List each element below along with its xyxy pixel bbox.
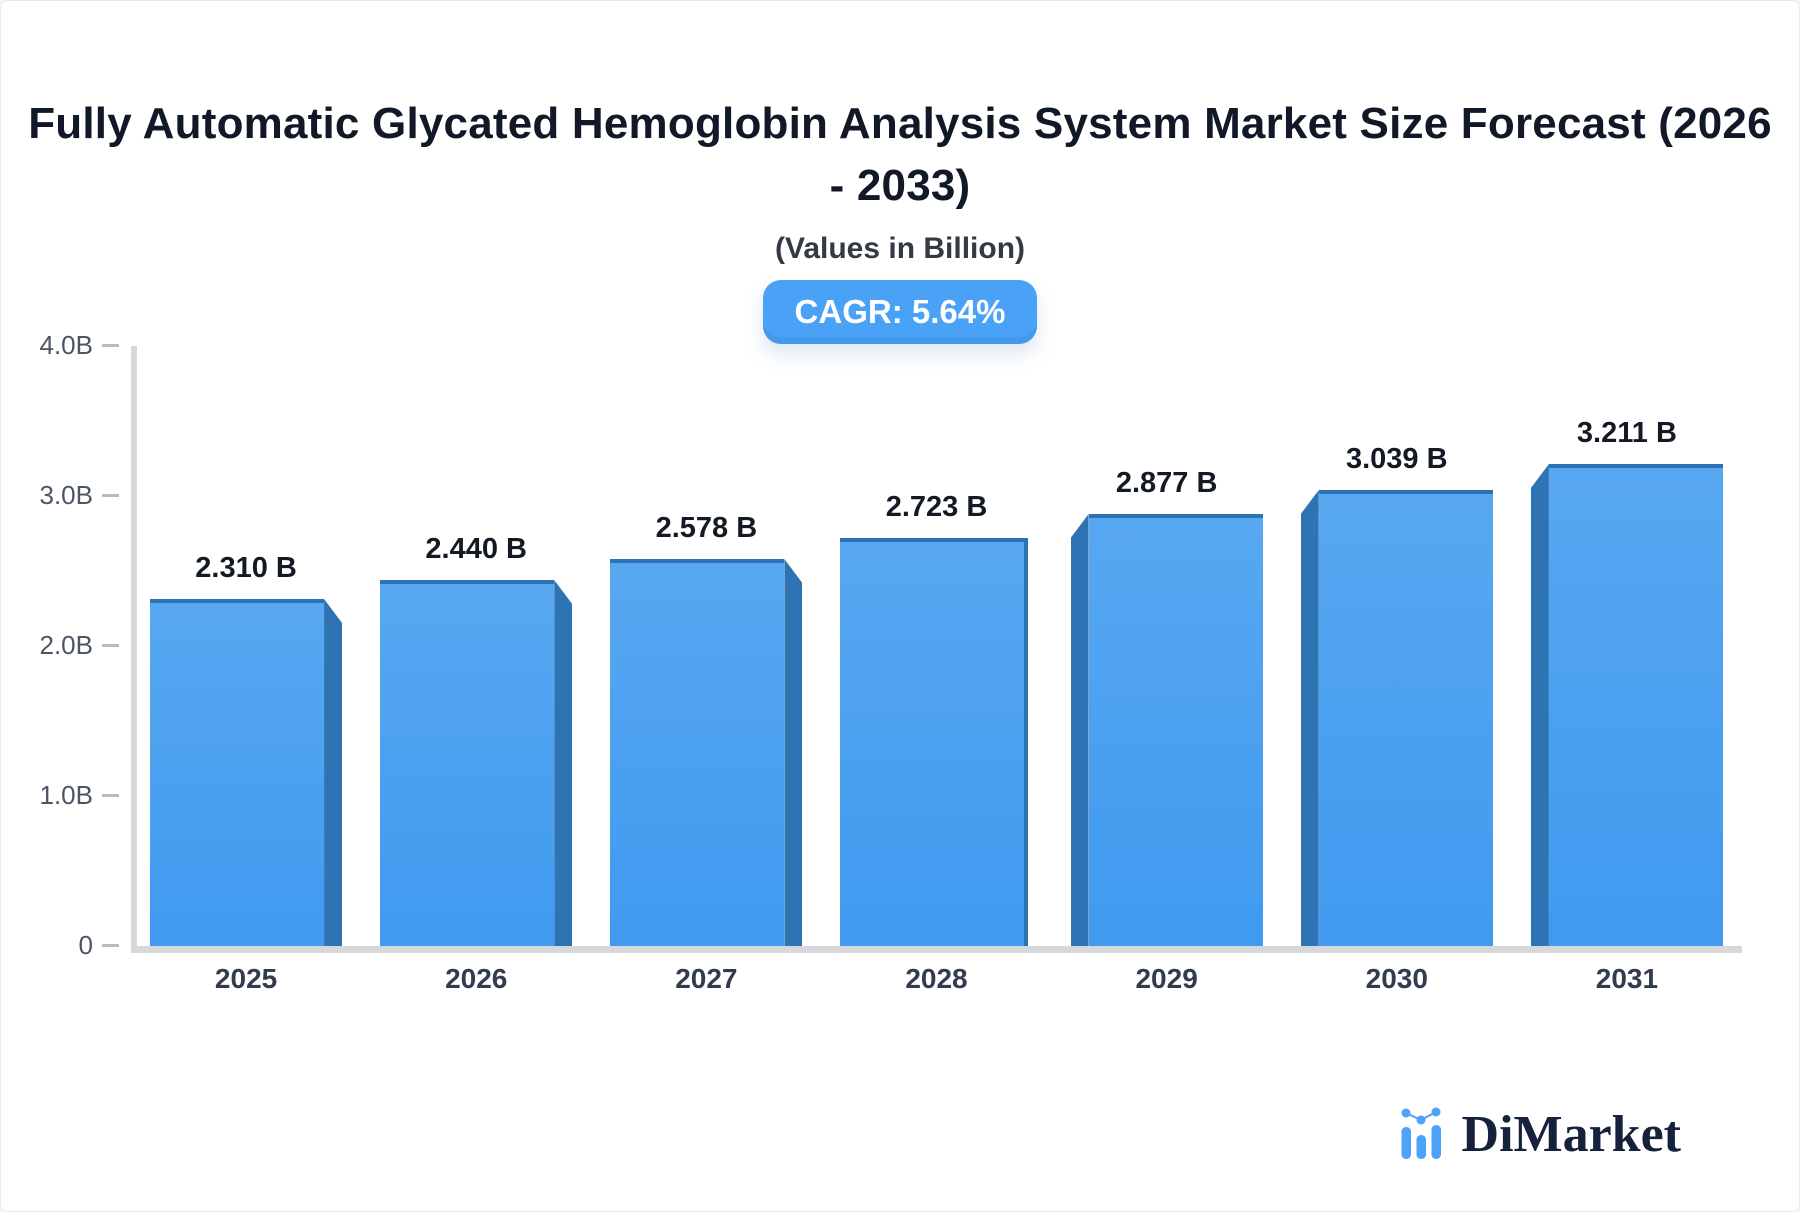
- chart-title: Fully Automatic Glycated Hemoglobin Anal…: [1, 93, 1799, 218]
- bar-3d-side: [554, 580, 573, 946]
- x-axis-label-2026: 2026: [445, 963, 508, 994]
- bar-value-label: 3.039 B: [1345, 443, 1448, 475]
- x-axis-label-2027: 2027: [675, 963, 738, 994]
- bar-2025: [150, 599, 343, 946]
- x-axis-labels: 2025 2026 2027 2028 2029 2030 2031: [131, 963, 1742, 995]
- bar-3d-side: [1070, 514, 1089, 946]
- bar-2031: [1530, 464, 1723, 946]
- x-axis-label-2029: 2029: [1135, 963, 1198, 994]
- bar-face: [840, 538, 1029, 946]
- y-tick-label: 0: [78, 930, 93, 960]
- x-axis-label-2028: 2028: [905, 963, 968, 994]
- bar-3d-side: [784, 559, 803, 946]
- bar-slot: 2.310 B: [131, 346, 361, 946]
- x-axis-label-2031: 2031: [1595, 963, 1659, 994]
- bar-2030: [1300, 490, 1493, 946]
- dimarket-logo[interactable]: DiMarket: [1401, 1105, 1681, 1163]
- bar-face: [1548, 464, 1723, 946]
- y-tick-label: 1.0B: [39, 780, 94, 810]
- bar-face: [1088, 514, 1263, 946]
- bar-face: [380, 580, 555, 946]
- cagr-badge: CAGR: 5.64%: [762, 279, 1038, 344]
- bar-value-label: 2.310 B: [195, 552, 297, 584]
- bar-face: [610, 559, 785, 946]
- y-tick-mark: [102, 494, 119, 497]
- y-tick-mark: [102, 794, 119, 797]
- bar-value-label: 3.211 B: [1576, 417, 1677, 449]
- bar-3d-side: [324, 599, 343, 946]
- bar-value-label: 2.440 B: [425, 533, 527, 565]
- bar-face: [150, 599, 325, 946]
- x-axis-baseline: [131, 946, 1742, 953]
- x-axis-label-2025: 2025: [214, 963, 278, 994]
- bar-3d-side: [1530, 464, 1549, 946]
- y-tick-mark: [102, 344, 119, 347]
- chart-subtitle: (Values in Billion): [774, 231, 1026, 265]
- y-tick-label: 2.0B: [39, 630, 94, 660]
- bar-2027: [610, 559, 803, 946]
- chart-title-line-1: Fully Automatic Glycated Hemoglobin Anal…: [28, 99, 1772, 148]
- bar-slot: 3.211 B: [1512, 346, 1742, 946]
- bars-container: 2.310 B 2.440 B 2.578 B 2.723 B 2.877 B 3.039…: [131, 346, 1742, 946]
- bar-2026: [380, 580, 573, 946]
- bar-chart-with-trendline-icon: [1401, 1107, 1441, 1159]
- chart-header: Fully Automatic Glycated Hemoglobin Anal…: [1, 1, 1799, 344]
- bar-slot: 2.578 B: [591, 346, 821, 946]
- logo-text: DiMarket: [1461, 1105, 1681, 1163]
- bar-3d-side: [1300, 490, 1319, 946]
- chart-title-line-2: - 2033): [829, 161, 971, 211]
- x-axis-label-2030: 2030: [1365, 963, 1428, 994]
- bar-value-label: 2.877 B: [1115, 467, 1218, 499]
- y-tick-label: 3.0B: [39, 480, 94, 510]
- y-axis-line: [131, 346, 137, 953]
- bar-slot: 2.723 B: [821, 346, 1051, 946]
- bar-slot: 3.039 B: [1282, 346, 1512, 946]
- y-tick-mark: [102, 944, 119, 947]
- y-tick-mark: [102, 644, 119, 647]
- bar-2029: [1070, 514, 1263, 946]
- bar-slot: 2.877 B: [1052, 346, 1282, 946]
- y-tick-label: 4.0B: [39, 330, 94, 360]
- bar-value-label: 2.578 B: [655, 512, 758, 544]
- bar-face: [1318, 490, 1493, 946]
- bar-value-label: 2.723 B: [885, 491, 988, 523]
- bar-slot: 2.440 B: [361, 346, 591, 946]
- bar-2028: [840, 538, 1032, 946]
